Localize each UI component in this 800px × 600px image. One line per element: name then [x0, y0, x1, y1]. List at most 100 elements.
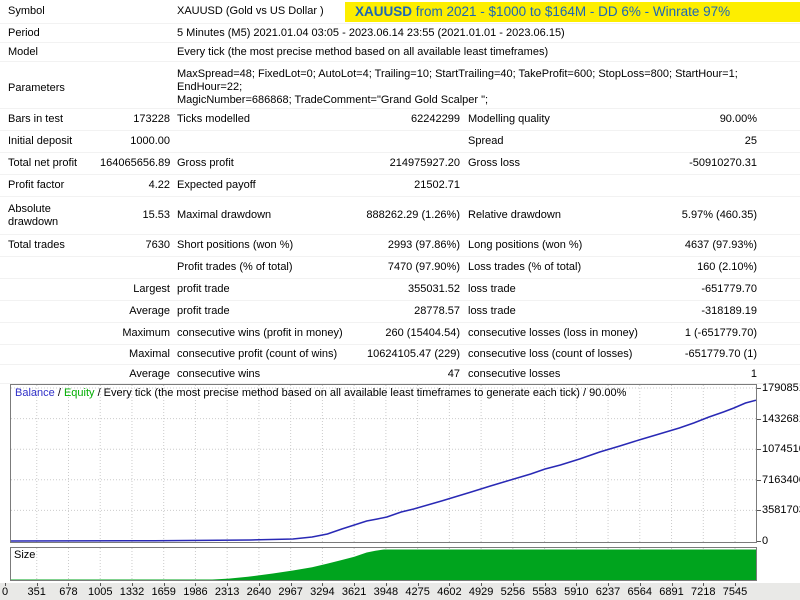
stats-row: Profit trades (% of total) 7470 (97.90%) L… — [0, 257, 800, 279]
stat-value: 214975927.20 — [389, 157, 460, 169]
y-tick-mark — [757, 510, 761, 512]
x-axis-label: 4929 — [468, 586, 494, 598]
stat-label: Gross loss — [468, 157, 520, 169]
x-tick-mark — [449, 583, 451, 586]
x-tick-mark — [735, 583, 737, 586]
strategy-tester-report: Symbol XAUUSD (Gold vs US Dollar ) Perio… — [0, 0, 800, 384]
stats-row: Absolute drawdown 15.53 Maximal drawdown 88… — [0, 197, 800, 235]
row-symbol: Symbol XAUUSD (Gold vs US Dollar ) — [0, 0, 800, 24]
x-tick-mark — [290, 583, 292, 586]
x-axis-label: 5910 — [564, 586, 589, 598]
period-value: 5 Minutes (M5) 2021.01.04 03:05 - 2023.0… — [177, 26, 565, 39]
balance-graph-section: Balance / Equity / Every tick (the most … — [0, 382, 800, 600]
stat-label: Loss trades (% of total) — [468, 261, 582, 273]
y-tick-mark — [757, 479, 761, 481]
stat-value: 164065656.89 — [100, 157, 171, 169]
stat-value: 25 — [744, 135, 757, 147]
x-tick-mark — [703, 583, 705, 586]
parameters-line2: MagicNumber=686868; TradeComment="Grand … — [177, 94, 489, 106]
x-axis-label: 3948 — [373, 586, 399, 598]
symbol-value: XAUUSD (Gold vs US Dollar ) — [177, 5, 324, 17]
x-tick-mark — [36, 583, 38, 586]
x-axis-label: 4275 — [405, 586, 430, 598]
x-axis-label: 1005 — [87, 586, 113, 598]
stat-value: 7630 — [145, 239, 170, 251]
stat-label: consecutive profit (count of wins) — [177, 348, 338, 360]
stat-value: 4.22 — [148, 179, 170, 191]
stat-label: Maximal drawdown — [177, 209, 272, 221]
stat-label: Total net profit — [8, 157, 78, 169]
x-tick-mark — [5, 583, 6, 586]
stat-value: Maximum — [122, 327, 170, 339]
x-tick-mark — [68, 583, 70, 586]
stat-value: Maximal — [129, 348, 170, 360]
size-label: Size — [14, 549, 36, 561]
x-axis-label: 5256 — [500, 586, 526, 598]
stat-value: 173228 — [133, 113, 170, 125]
x-tick-mark — [481, 583, 483, 586]
stat-label: profit trade — [177, 305, 230, 317]
x-axis-label: 2313 — [214, 586, 240, 598]
stat-label: Profit trades (% of total) — [177, 261, 293, 273]
balance-legend-label: Balance — [15, 387, 55, 399]
stat-label: Ticks modelled — [177, 113, 250, 125]
stat-label: profit trade — [177, 283, 230, 295]
x-tick-mark — [512, 583, 514, 586]
stat-value: 1 — [750, 367, 757, 380]
x-tick-mark — [227, 583, 229, 586]
size-area — [11, 549, 756, 580]
x-tick-mark — [322, 583, 324, 586]
x-axis-label: 7545 — [722, 586, 748, 598]
x-tick-mark — [385, 583, 387, 586]
y-axis-label: 1074510 — [762, 443, 800, 456]
parameters-label: Parameters — [8, 81, 65, 94]
stat-label: Spread — [468, 135, 504, 147]
stats-row: Bars in test 173228 Ticks modelled 62242299… — [0, 109, 800, 131]
chart-header-rest: / Every tick (the most precise method ba… — [94, 387, 627, 399]
x-tick-mark — [417, 583, 419, 586]
legend-separator: / — [54, 387, 64, 399]
x-tick-mark — [354, 583, 356, 586]
x-axis-label: 1986 — [183, 586, 208, 598]
x-axis-label: 0 — [1, 586, 9, 598]
row-period: Period 5 Minutes (M5) 2021.01.04 03:05 -… — [0, 24, 800, 43]
x-tick-mark — [258, 583, 260, 586]
x-axis-label: 6237 — [595, 586, 621, 598]
size-plot-svg — [11, 548, 756, 580]
stat-label: consecutive losses (loss in money) — [468, 327, 638, 339]
period-label: Period — [8, 26, 40, 39]
stat-label: Initial deposit — [8, 135, 73, 147]
stat-value: Largest — [133, 283, 170, 295]
x-axis-label: 3294 — [310, 586, 335, 598]
stat-label: consecutive wins (profit in money) — [177, 327, 343, 339]
x-tick-mark — [163, 583, 165, 586]
stat-value: 888262.29 (1.26%) — [366, 209, 460, 221]
x-axis-label: 3621 — [341, 586, 367, 598]
balance-line — [11, 399, 756, 542]
x-axis-label: 678 — [59, 586, 78, 598]
x-tick-mark — [671, 583, 673, 586]
stat-label: Relative drawdown — [468, 209, 561, 221]
stat-label: Long positions (won %) — [468, 239, 583, 251]
x-tick-mark — [544, 583, 546, 586]
promo-text: from 2021 - $1000 to $164M - DD 6% - Win… — [412, 4, 731, 19]
stat-value: 10624105.47 (229) — [367, 348, 460, 360]
y-tick-mark — [757, 388, 761, 389]
stats-row: Total net profit 164065656.89 Gross profit… — [0, 153, 800, 175]
y-axis-label: 0 — [762, 535, 769, 547]
balance-plot: Balance / Equity / Every tick (the most … — [10, 384, 757, 543]
stat-value: 1 (-651779.70) — [684, 327, 757, 339]
stat-value: 47 — [447, 367, 460, 380]
stat-label: Modelling quality — [468, 113, 550, 125]
stat-value: 160 (2.10%) — [697, 261, 757, 273]
stat-label: Total trades — [8, 239, 65, 251]
stat-label: consecutive loss (count of losses) — [468, 348, 633, 360]
x-tick-mark — [608, 583, 610, 586]
stat-value: Average — [129, 367, 170, 380]
stats-row: Largest profit trade 355031.52 loss trade -6… — [0, 279, 800, 301]
stats-row: Average profit trade 28778.57 loss trade -31… — [0, 301, 800, 323]
stats-row: Total trades 7630 Short positions (won %) 2… — [0, 235, 800, 257]
stat-value: -50910270.31 — [689, 157, 757, 169]
stats-row: Average consecutive wins 47 consecutive los… — [0, 365, 800, 384]
